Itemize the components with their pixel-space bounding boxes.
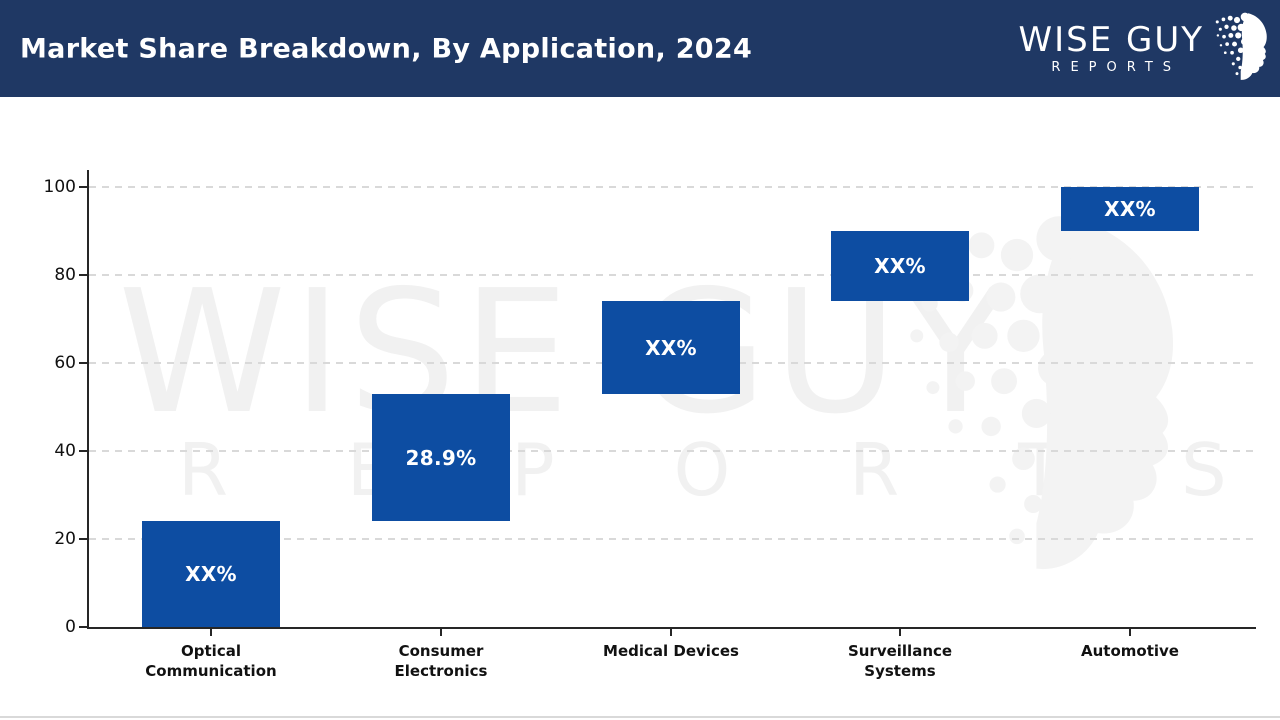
x-tick-label-surveillance-systems: Surveillance Systems (847, 642, 953, 680)
y-tick-label-60: 60 (54, 353, 76, 373)
x-tick-automotive (1129, 629, 1131, 636)
page-title: Market Share Breakdown, By Application, … (20, 33, 753, 64)
x-axis (87, 627, 1256, 629)
y-tick-40 (79, 450, 88, 452)
bar-value-label: XX% (1104, 197, 1156, 221)
logo-text-line2: REPORTS (1051, 59, 1182, 75)
bottom-divider (0, 716, 1280, 718)
x-tick-label-automotive: Automotive (1081, 642, 1179, 660)
y-tick-label-100: 100 (43, 177, 76, 197)
gridline-80 (89, 274, 1256, 276)
bar-surveillance-systems: XX% (831, 231, 969, 301)
bar-value-label: XX% (874, 253, 926, 278)
logo-text-line1: WISE GUY (1018, 19, 1204, 60)
bar-value-label: XX% (185, 562, 237, 587)
bar-automotive: XX% (1061, 187, 1199, 231)
y-tick-label-40: 40 (54, 441, 76, 461)
bar-value-label: 28.9% (405, 445, 477, 470)
gridline-100 (89, 186, 1256, 188)
y-tick-60 (79, 362, 88, 364)
wise-guy-face-icon (1215, 12, 1267, 80)
bar-consumer-electronics: 28.9% (372, 394, 510, 522)
wise-guy-logo: WISE GUY REPORTS (1018, 12, 1268, 86)
x-tick-surveillance-systems (899, 629, 901, 636)
header-bar: Market Share Breakdown, By Application, … (0, 0, 1280, 97)
x-tick-consumer-electronics (440, 629, 442, 636)
gridline-20 (89, 538, 1256, 540)
x-tick-label-medical-devices: Medical Devices (603, 642, 739, 660)
y-tick-20 (79, 538, 88, 540)
y-tick-label-0: 0 (65, 617, 76, 637)
y-tick-label-20: 20 (54, 529, 76, 549)
y-tick-label-80: 80 (54, 265, 76, 285)
x-tick-label-optical-communication: Optical Communication (145, 642, 277, 680)
bar-value-label: XX% (645, 335, 697, 360)
bar-medical-devices: XX% (602, 300, 740, 395)
y-tick-100 (79, 186, 88, 188)
y-tick-0 (79, 626, 88, 628)
y-axis (87, 170, 89, 629)
gridline-40 (89, 450, 1256, 452)
x-tick-label-consumer-electronics: Consumer Electronics (394, 642, 488, 680)
x-tick-optical-communication (210, 629, 212, 636)
x-tick-medical-devices (670, 629, 672, 636)
bar-optical-communication: XX% (142, 521, 280, 627)
y-tick-80 (79, 274, 88, 276)
